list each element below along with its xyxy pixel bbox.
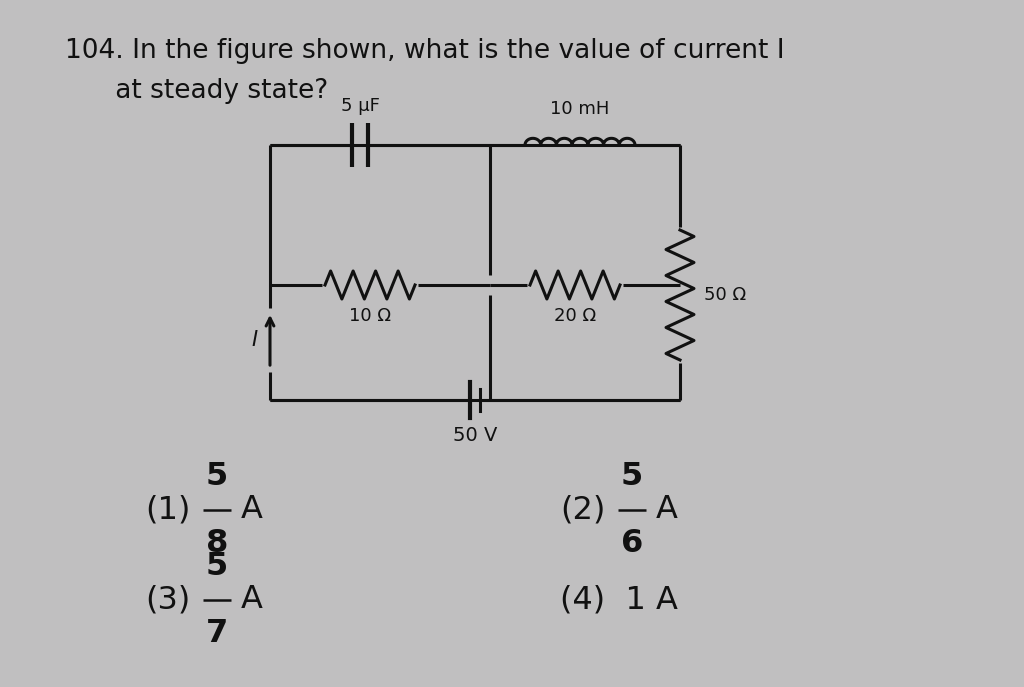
Text: (4)  1 A: (4) 1 A [560, 585, 678, 616]
Text: 7: 7 [206, 618, 228, 649]
Text: 104. In the figure shown, what is the value of current I: 104. In the figure shown, what is the va… [65, 38, 784, 64]
Text: 5 μF: 5 μF [341, 97, 380, 115]
Text: 5: 5 [206, 551, 228, 582]
Text: (1): (1) [145, 495, 190, 526]
Text: 10 Ω: 10 Ω [349, 307, 391, 325]
Text: A: A [241, 585, 263, 616]
Text: 5: 5 [206, 461, 228, 492]
Text: 50 Ω: 50 Ω [705, 286, 746, 304]
Text: at steady state?: at steady state? [65, 78, 329, 104]
Text: (2): (2) [560, 495, 605, 526]
Text: 20 Ω: 20 Ω [554, 307, 596, 325]
Text: 5: 5 [621, 461, 643, 492]
Text: 8: 8 [206, 528, 228, 559]
Text: 6: 6 [621, 528, 643, 559]
Text: 10 mH: 10 mH [550, 100, 609, 117]
Text: I: I [252, 330, 258, 350]
Text: (3): (3) [145, 585, 190, 616]
Text: A: A [656, 495, 678, 526]
Text: 50 V: 50 V [453, 426, 498, 445]
Text: A: A [241, 495, 263, 526]
